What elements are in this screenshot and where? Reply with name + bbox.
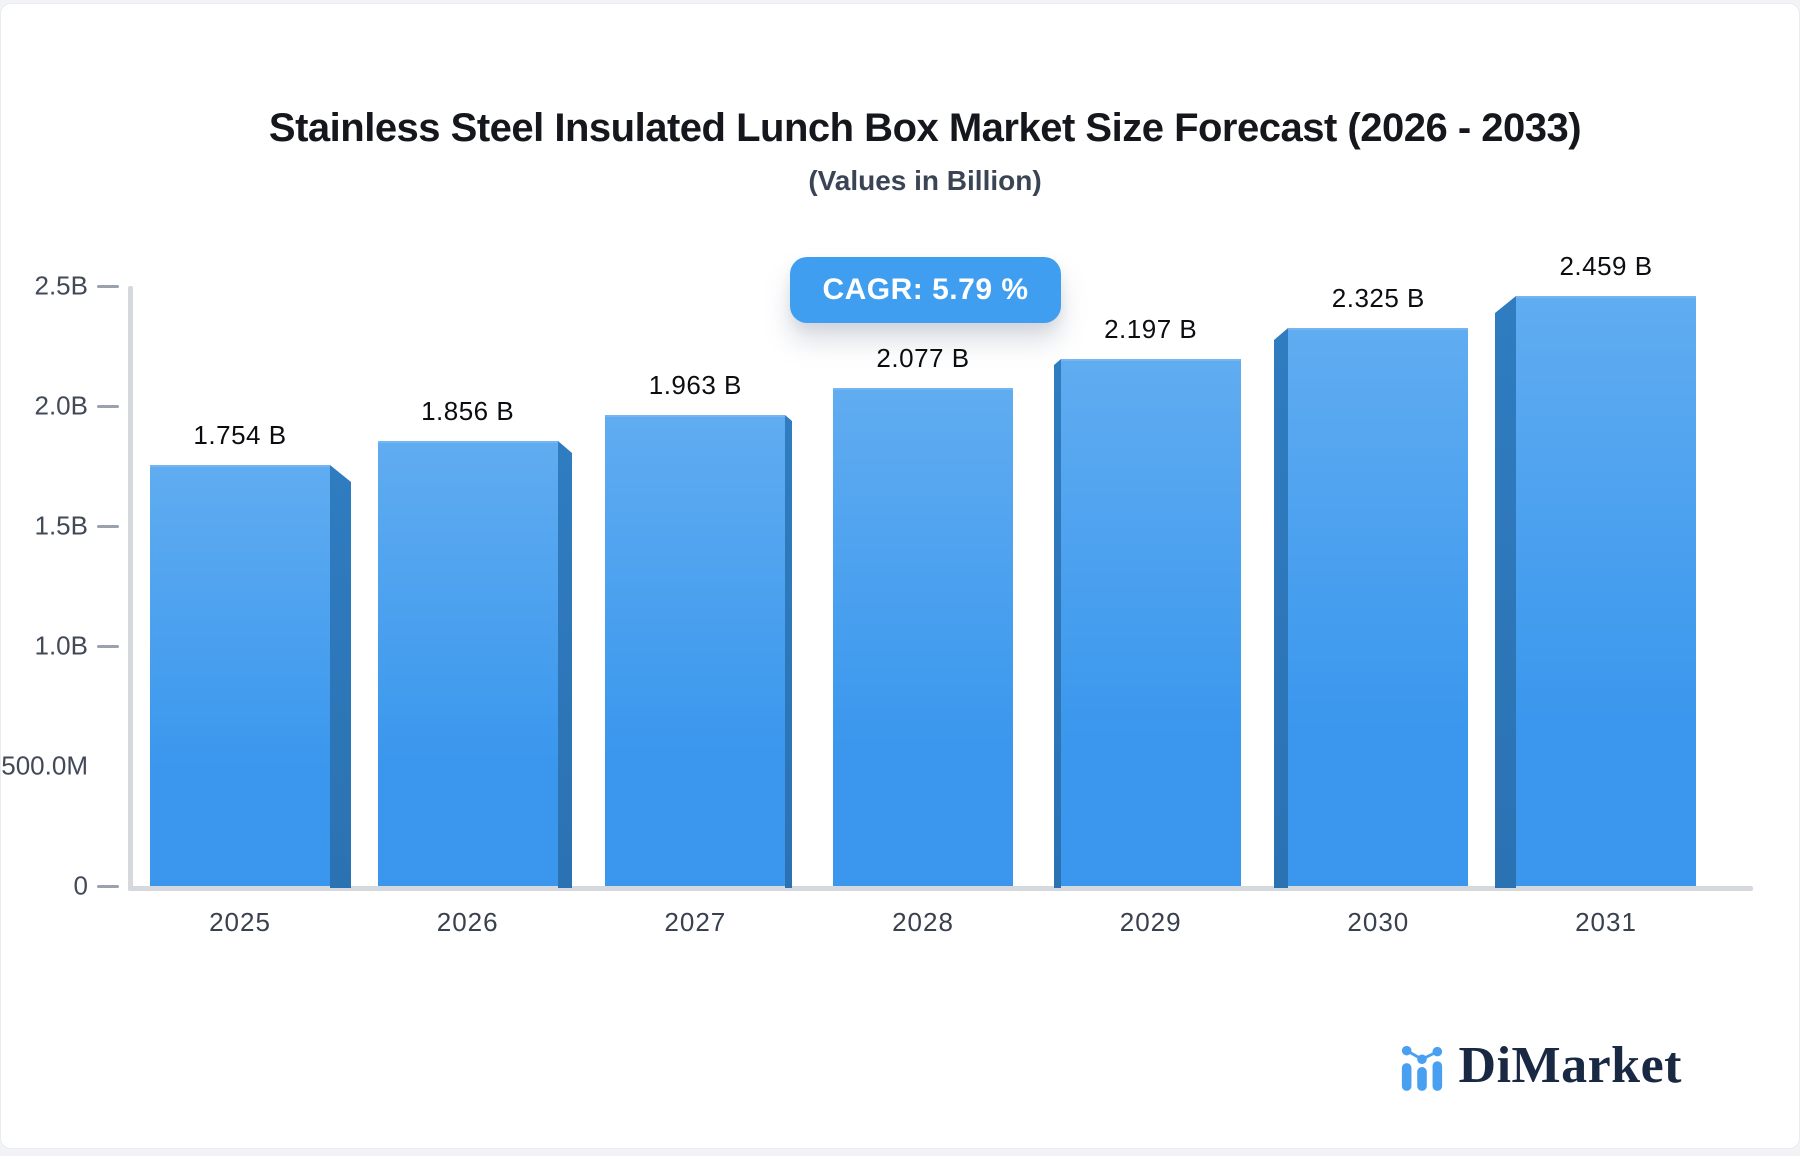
bar bbox=[1061, 359, 1241, 886]
cagr-badge: CAGR: 5.79 % bbox=[790, 257, 1061, 323]
cagr-badge-label: CAGR: 5.79 % bbox=[822, 273, 1029, 306]
bar-value-label: 2.197 B bbox=[1104, 314, 1198, 344]
bar bbox=[1288, 328, 1468, 886]
bar-value-label: 1.963 B bbox=[648, 370, 742, 400]
y-axis-tick-label: 0 bbox=[73, 870, 88, 901]
y-axis-tick-mark bbox=[97, 284, 119, 288]
chart-title: Stainless Steel Insulated Lunch Box Mark… bbox=[268, 106, 1582, 150]
bar-value-label: 2.077 B bbox=[876, 343, 970, 373]
bar-chart-logo-icon bbox=[1401, 1045, 1442, 1091]
x-axis-category-label: 2030 bbox=[1347, 907, 1410, 937]
y-axis-tick-label: 2.5B bbox=[34, 270, 89, 301]
bar-3d-side-face bbox=[1054, 359, 1061, 888]
bar-3d-side-face bbox=[785, 415, 792, 888]
y-axis-tick-mark bbox=[97, 884, 119, 888]
y-axis-tick-label: 500.0M bbox=[1, 750, 88, 781]
y-axis-tick-mark bbox=[97, 644, 119, 648]
bar-3d-side-face bbox=[558, 441, 572, 888]
bar-value-label: 1.856 B bbox=[421, 396, 515, 426]
x-axis-category-label: 2027 bbox=[664, 907, 727, 937]
x-axis-category-label: 2028 bbox=[892, 907, 954, 937]
bar bbox=[605, 415, 785, 886]
x-axis-category-label: 2026 bbox=[436, 907, 499, 937]
bar bbox=[833, 388, 1013, 886]
x-axis-line bbox=[128, 886, 1753, 891]
y-axis-tick-label: 2.0B bbox=[34, 390, 89, 421]
bar-3d-side-face bbox=[1274, 328, 1288, 888]
brand-logo: DiMarket bbox=[1399, 1036, 1682, 1095]
chart-subtitle: (Values in Billion) bbox=[808, 165, 1042, 196]
y-axis-line bbox=[128, 286, 133, 891]
bar-3d-side-face bbox=[1495, 296, 1516, 888]
bar-value-label: 2.325 B bbox=[1331, 283, 1425, 313]
bar bbox=[378, 441, 558, 886]
y-axis-tick-mark bbox=[97, 404, 119, 408]
x-axis-category-label: 2029 bbox=[1119, 907, 1182, 937]
x-axis-category-label: 2025 bbox=[209, 907, 271, 937]
bar bbox=[1516, 296, 1696, 886]
bar-value-label: 2.459 B bbox=[1559, 251, 1653, 281]
y-axis-tick-mark bbox=[97, 524, 119, 528]
y-axis-tick-label: 1.0B bbox=[34, 630, 89, 661]
bar bbox=[150, 465, 330, 886]
x-axis-category-label: 2031 bbox=[1575, 907, 1637, 937]
bar-value-label: 1.754 B bbox=[193, 420, 287, 450]
y-axis-tick-label: 1.5B bbox=[34, 510, 89, 541]
brand-name: DiMarket bbox=[1458, 1037, 1682, 1094]
bar-3d-side-face bbox=[330, 465, 351, 888]
